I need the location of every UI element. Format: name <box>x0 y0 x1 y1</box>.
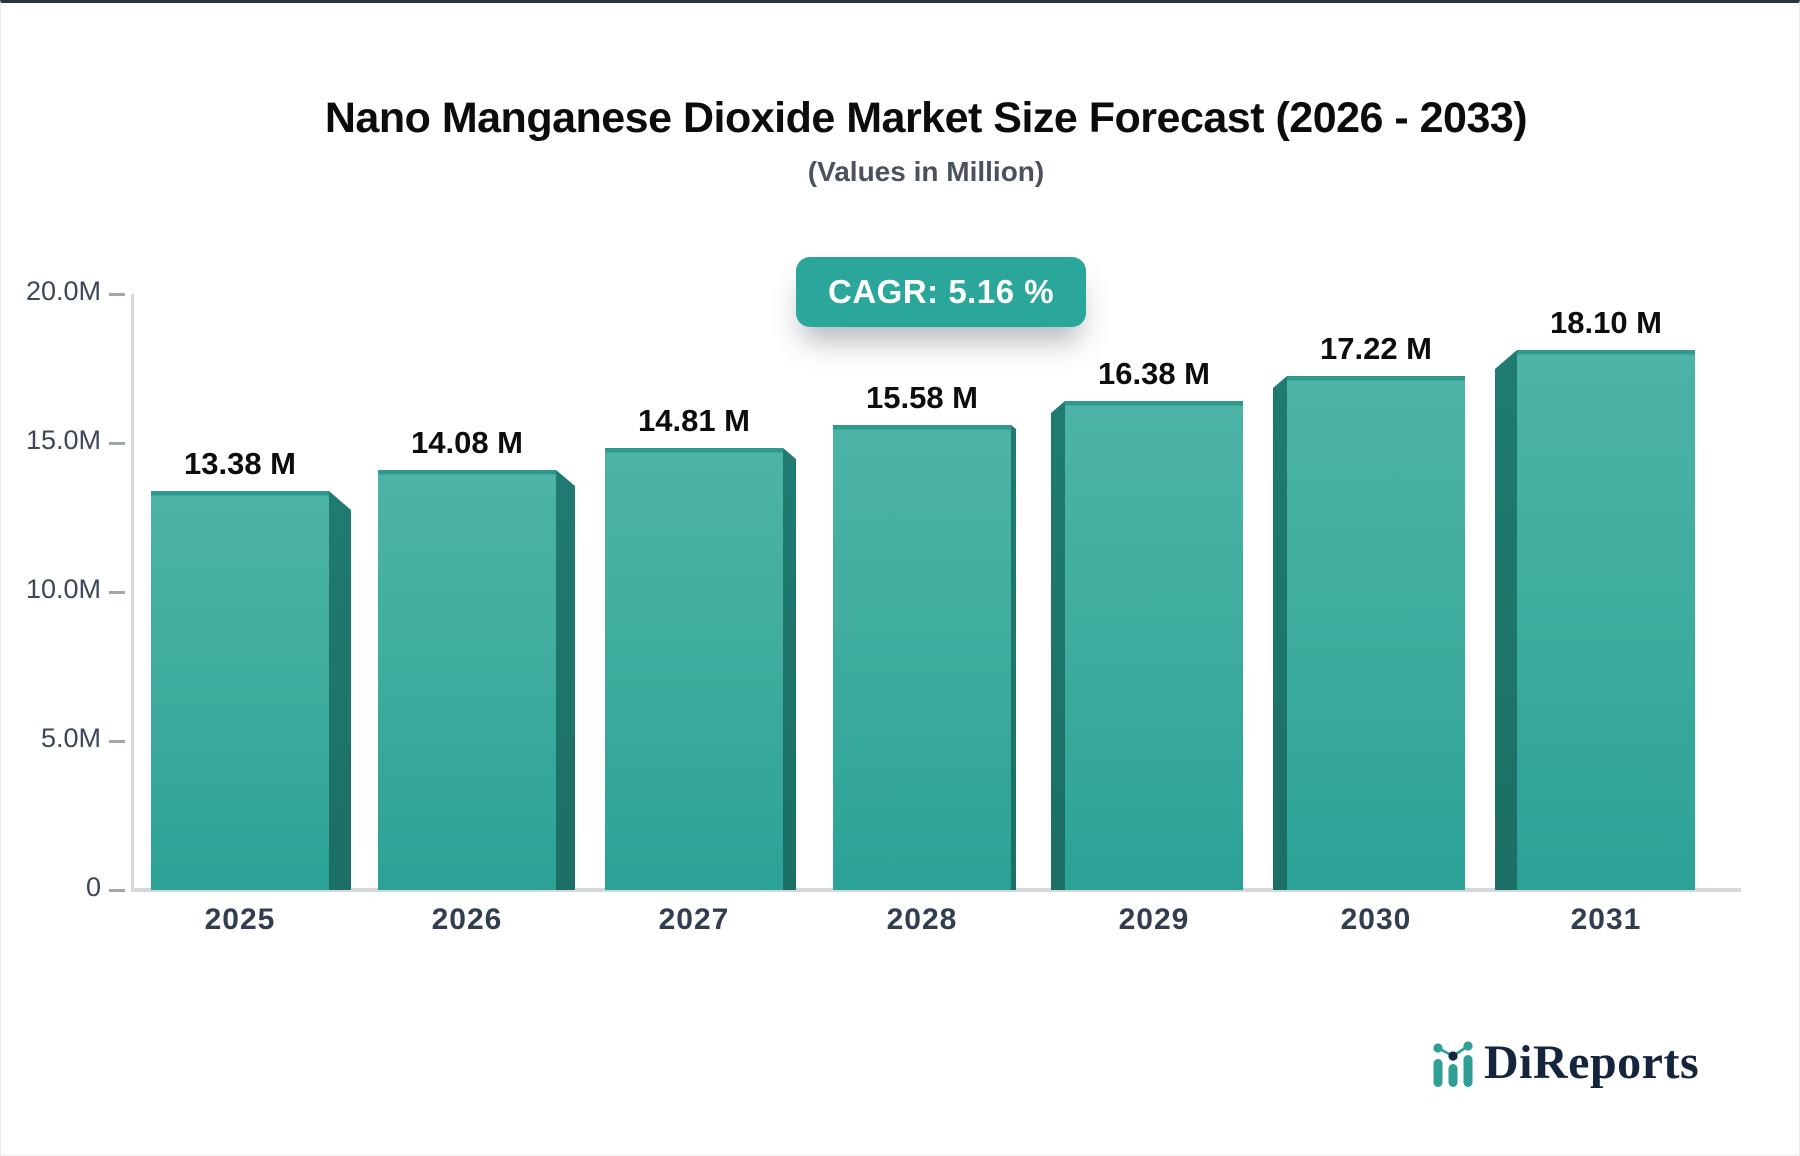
y-tick-mark <box>109 442 125 445</box>
direports-logo: DiReports <box>1431 1039 1699 1087</box>
bar-2025 <box>151 491 329 890</box>
x-tick-label-2031: 2031 <box>1570 903 1642 936</box>
x-tick-label-2029: 2029 <box>1118 903 1190 936</box>
y-tick-mark <box>109 591 125 594</box>
y-tick-label-10m: 10.0M <box>25 574 101 604</box>
y-tick-mark <box>109 889 125 892</box>
x-tick-label-2028: 2028 <box>886 903 958 936</box>
x-tick-label-2025: 2025 <box>204 903 276 936</box>
bar-2026 <box>378 470 556 890</box>
bar-2025-3d-side <box>329 491 351 890</box>
bar-2029-3d-side <box>1051 401 1065 890</box>
y-tick-label-0: 0 <box>85 872 101 902</box>
bar-2029 <box>1065 401 1243 890</box>
x-axis-line <box>131 888 1741 892</box>
y-tick-label-15m: 15.0M <box>25 425 101 455</box>
x-tick-label-2026: 2026 <box>431 903 503 936</box>
y-tick-label-20m: 20.0M <box>25 276 101 306</box>
chart-subtitle: (Values in Million) <box>807 156 1045 188</box>
bar-value-label-2025: 13.38 M <box>183 446 296 481</box>
chart-title: Nano Manganese Dioxide Market Size Forec… <box>324 94 1528 142</box>
bar-value-label-2030: 17.22 M <box>1319 331 1432 366</box>
bar-value-label-2028: 15.58 M <box>865 380 978 415</box>
x-tick-label-2027: 2027 <box>658 903 730 936</box>
bar-chart-logo-icon <box>1433 1041 1473 1087</box>
bar-2028-3d-side <box>1011 425 1016 890</box>
bar-2030-3d-side <box>1273 376 1287 890</box>
y-tick-mark <box>109 293 125 296</box>
bar-value-label-2027: 14.81 M <box>637 403 750 438</box>
chart-header: Nano Manganese Dioxide Market Size Forec… <box>1 3 1799 188</box>
bar-value-label-2031: 18.10 M <box>1549 305 1662 340</box>
logo-wordmark: DiReports <box>1484 1036 1700 1089</box>
bar-2031 <box>1517 350 1695 890</box>
bar-value-label-2029: 16.38 M <box>1097 356 1210 391</box>
cagr-badge: CAGR: 5.16 % <box>796 257 1087 327</box>
bar-2030 <box>1287 376 1465 890</box>
y-tick-label-5m: 5.0M <box>40 723 101 753</box>
x-tick-label-2030: 2030 <box>1340 903 1412 936</box>
bar-2031-3d-side <box>1495 350 1517 890</box>
bar-2026-3d-side <box>556 470 575 890</box>
y-axis-line <box>131 294 134 890</box>
bar-2027 <box>605 448 783 890</box>
bar-value-label-2026: 14.08 M <box>410 425 523 460</box>
y-tick-mark <box>109 740 125 743</box>
bar-2027-3d-side <box>783 448 796 890</box>
bar-2028 <box>833 425 1011 890</box>
